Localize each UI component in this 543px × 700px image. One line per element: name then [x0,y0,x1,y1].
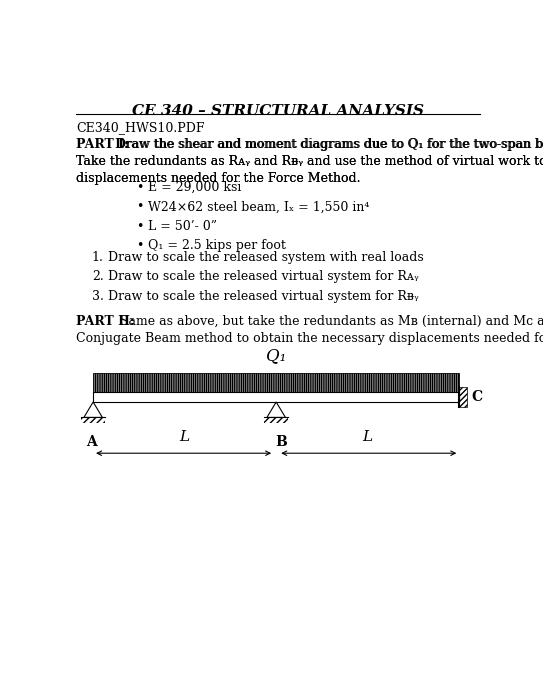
Text: L: L [363,430,373,444]
Text: •: • [136,200,143,214]
Text: Draw the shear and moment diagrams due to Q₁ for the two-span beam shown below.: Draw the shear and moment diagrams due t… [112,138,543,151]
Bar [459,387,467,407]
Text: Draw to scale the released virtual system for Rᴃᵧ: Draw to scale the released virtual syste… [108,290,419,303]
Text: Draw the shear and moment diagrams due to Q₁ for the two-span beam shown below.: Draw the shear and moment diagrams due t… [111,138,543,151]
Text: •: • [136,239,143,252]
Text: W24×62 steel beam, Iₓ = 1,550 in⁴: W24×62 steel beam, Iₓ = 1,550 in⁴ [148,200,369,214]
Text: Conjugate Beam method to obtain the necessary displacements needed for the Force: Conjugate Beam method to obtain the nece… [76,332,543,345]
Text: C: C [472,390,483,404]
Text: B: B [275,435,287,449]
Text: PART I:: PART I: [76,138,129,151]
Text: Draw to scale the released virtual system for Rᴀᵧ: Draw to scale the released virtual syste… [108,270,419,284]
Text: CE340_HWS10.PDF: CE340_HWS10.PDF [76,120,205,134]
Text: 1.: 1. [92,251,104,264]
Text: •: • [136,181,143,194]
Bar [93,373,459,392]
Text: Take the redundants as Rᴀᵧ and Rᴃᵧ and use the method of virtual work to obtain : Take the redundants as Rᴀᵧ and Rᴃᵧ and u… [76,155,543,168]
Text: Same as above, but take the redundants as Mʙ (internal) and Mᴄ and use the: Same as above, but take the redundants a… [112,315,543,328]
Text: 3.: 3. [92,290,104,303]
Text: Q₁: Q₁ [266,346,286,364]
Text: E = 29,000 ksi: E = 29,000 ksi [148,181,241,194]
Text: •: • [136,220,143,233]
Text: L = 50’- 0”: L = 50’- 0” [148,220,217,233]
Text: PART II:: PART II: [76,315,135,328]
Bar [81,417,105,423]
Text: A: A [86,435,97,449]
Text: Take the redundants as Rᴀᵧ and Rᴃᵧ and use the method of virtual work to obtain : Take the redundants as Rᴀᵧ and Rᴃᵧ and u… [76,155,543,168]
Text: displacements needed for the Force Method.: displacements needed for the Force Metho… [76,172,361,186]
Text: 2.: 2. [92,270,104,284]
Text: L: L [180,430,190,444]
Text: CE 340 – STRUCTURAL ANALYSIS: CE 340 – STRUCTURAL ANALYSIS [132,104,424,118]
Bar [93,392,459,402]
Text: Draw to scale the released system with real loads: Draw to scale the released system with r… [108,251,424,264]
Text: displacements needed for the Force Method.: displacements needed for the Force Metho… [76,172,361,186]
Bar [264,417,288,423]
Text: Q₁ = 2.5 kips per foot: Q₁ = 2.5 kips per foot [148,239,286,252]
